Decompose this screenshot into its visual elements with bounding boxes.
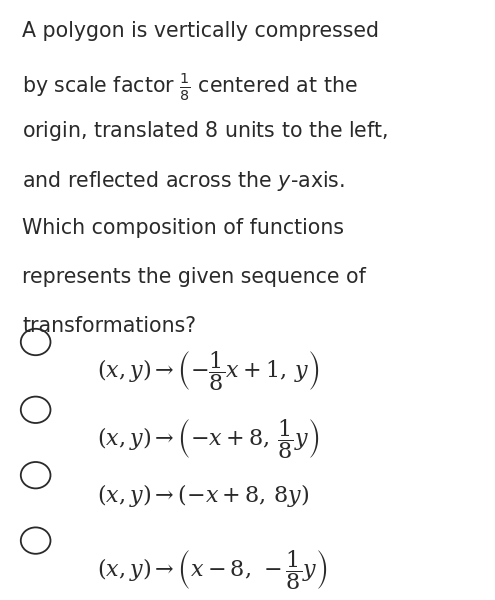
Text: $(x, y) \rightarrow \left(-x + 8,\, \dfrac{1}{8}y\right)$: $(x, y) \rightarrow \left(-x + 8,\, \dfr… bbox=[97, 417, 319, 461]
Text: origin, translated $8$ units to the left,: origin, translated $8$ units to the left… bbox=[22, 119, 389, 143]
Text: A polygon is vertically compressed: A polygon is vertically compressed bbox=[22, 21, 379, 41]
Text: Which composition of functions: Which composition of functions bbox=[22, 218, 345, 238]
Text: represents the given sequence of: represents the given sequence of bbox=[22, 267, 366, 287]
Text: $(x, y) \rightarrow \left(x - 8,\, -\dfrac{1}{8}y\right)$: $(x, y) \rightarrow \left(x - 8,\, -\dfr… bbox=[97, 548, 327, 592]
Text: $(x, y) \rightarrow \left(-\dfrac{1}{8}x + 1,\, y\right)$: $(x, y) \rightarrow \left(-\dfrac{1}{8}x… bbox=[97, 349, 319, 393]
Text: and reflected across the $y$-axis.: and reflected across the $y$-axis. bbox=[22, 169, 345, 193]
Text: $(x, y) \rightarrow \left(-x + 8,\, 8y\right)$: $(x, y) \rightarrow \left(-x + 8,\, 8y\r… bbox=[97, 482, 309, 509]
Text: transformations?: transformations? bbox=[22, 316, 197, 336]
Text: by scale factor $\frac{1}{8}$ centered at the: by scale factor $\frac{1}{8}$ centered a… bbox=[22, 70, 358, 103]
